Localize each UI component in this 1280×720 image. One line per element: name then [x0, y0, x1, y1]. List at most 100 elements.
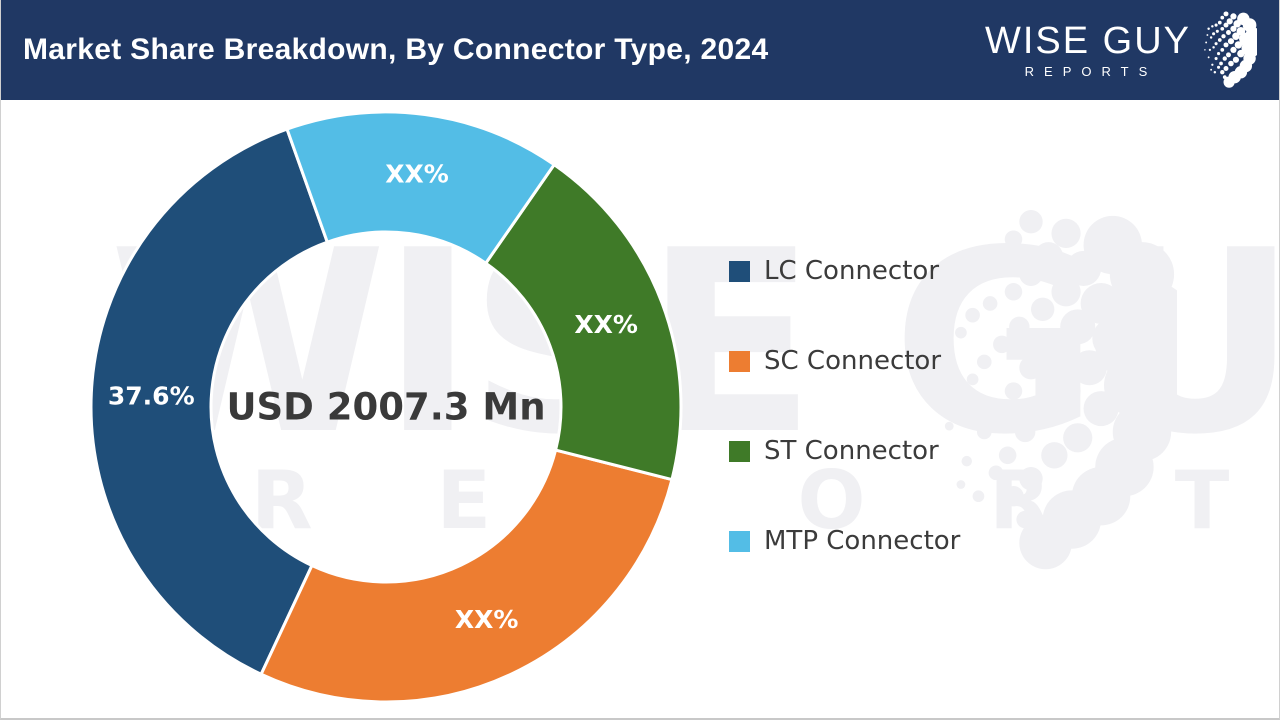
legend-swatch-sc [729, 350, 750, 372]
face-dot [998, 446, 1017, 465]
face-dot [1004, 230, 1023, 248]
face-dot [1004, 382, 1023, 400]
face-dot [1223, 65, 1229, 71]
face-dot [1220, 47, 1225, 52]
face-dot [1212, 45, 1215, 49]
face-dot [955, 326, 967, 339]
face-dot [1031, 402, 1055, 427]
face-dot [1226, 51, 1231, 57]
face-dot [939, 316, 948, 326]
legend-label: LC Connector [764, 256, 940, 286]
face-dot [956, 480, 966, 489]
face-dot [1092, 318, 1134, 359]
face-dot [1214, 23, 1218, 27]
legend-item-sc-connector: SC Connector [729, 345, 960, 377]
face-dot [1004, 283, 1023, 301]
face-dot [1215, 29, 1219, 33]
face-dot [1233, 19, 1241, 28]
face-dot [1217, 51, 1221, 55]
face-dot [972, 490, 985, 503]
face-dot [988, 465, 1004, 481]
segment-value-label: XX% [455, 605, 519, 634]
watermark: WISE GUY R E P O R T S [1, 100, 1279, 718]
face-dot [1063, 423, 1093, 453]
face-dot [1222, 74, 1227, 79]
face-dot [943, 285, 956, 298]
face-dot [1223, 76, 1235, 88]
face-dot [1217, 65, 1221, 69]
face-dot [1016, 510, 1034, 529]
legend: LC Connector SC Connector ST Connector M… [729, 255, 960, 615]
face-dot [1019, 210, 1043, 234]
face-dot [1219, 61, 1223, 65]
face-dot [1222, 55, 1227, 61]
face-dot [1217, 20, 1222, 24]
logo-wordmark-main: WISE GUY [984, 19, 1191, 62]
face-dot [944, 421, 954, 431]
face-dot [1217, 37, 1222, 42]
face-dot [1220, 26, 1225, 31]
face-dot [1211, 24, 1214, 28]
page-title: Market Share Breakdown, By Connector Typ… [23, 33, 769, 66]
donut-segment-st-connector [484, 163, 683, 482]
face-dot [1226, 17, 1233, 24]
face-dot [1210, 68, 1213, 71]
face-dot [1234, 40, 1243, 49]
face-dot [1241, 41, 1256, 55]
face-dot [1230, 12, 1237, 19]
chart-center-value: USD 2007.3 Mn [226, 385, 546, 429]
face-dot [1019, 516, 1072, 570]
legend-swatch-lc [729, 260, 750, 282]
face-dot [1019, 356, 1043, 380]
face-dot [1031, 297, 1055, 321]
legend-item-st-connector: ST Connector [729, 435, 960, 467]
face-dot [1051, 218, 1081, 248]
face-dot [1236, 26, 1246, 36]
face-dot [1239, 33, 1248, 43]
face-dot [961, 455, 973, 467]
face-dot [1033, 242, 1064, 272]
donut-chart: 37.6% XX% XX% XX% [89, 110, 683, 704]
face-dot [1223, 10, 1229, 16]
face-dot [1214, 56, 1218, 60]
face-dot [976, 354, 992, 370]
face-dot [1204, 48, 1206, 51]
header: Market Share Breakdown, By Connector Typ… [1, 0, 1279, 100]
face-dot [1019, 262, 1043, 286]
face-dot [960, 274, 973, 286]
face-dot [1213, 70, 1217, 73]
segment-value-label: 37.6% [108, 381, 195, 410]
legend-label: MTP Connector [764, 526, 961, 556]
face-dot [1039, 335, 1069, 365]
face-dot [1009, 316, 1030, 338]
wise-guy-logo: WISE GUY REPORTS [985, 10, 1257, 91]
face-dot [993, 335, 1011, 354]
face-dot [1060, 309, 1096, 345]
legend-label: SC Connector [764, 346, 942, 376]
face-dot [993, 253, 1011, 272]
face-dot [1230, 25, 1237, 32]
face-dot [1207, 55, 1210, 58]
face-dot [1080, 283, 1122, 324]
wise-guy-face-icon [1204, 10, 1257, 88]
face-dot [982, 296, 998, 311]
logo-wordmark-sub: REPORTS [1024, 63, 1158, 79]
face-dot [1209, 35, 1213, 39]
face-dot [1104, 353, 1169, 418]
face-dot [976, 424, 992, 440]
face-dot [1220, 69, 1225, 74]
face-dot [1232, 56, 1240, 63]
legend-swatch-st [729, 440, 750, 462]
face-dot [1051, 376, 1081, 406]
face-dot [1227, 37, 1235, 44]
face-dot [1083, 391, 1119, 427]
face-dot [1230, 46, 1237, 53]
segment-value-label: XX% [574, 310, 638, 339]
donut-segment-sc-connector [259, 448, 674, 704]
face-dot [988, 401, 1004, 416]
face-dot [1071, 350, 1107, 386]
face-dot [1003, 485, 1024, 507]
logo-wordmark: WISE GUY REPORTS [985, 22, 1191, 79]
donut-segment-mtp-connector [285, 110, 556, 265]
